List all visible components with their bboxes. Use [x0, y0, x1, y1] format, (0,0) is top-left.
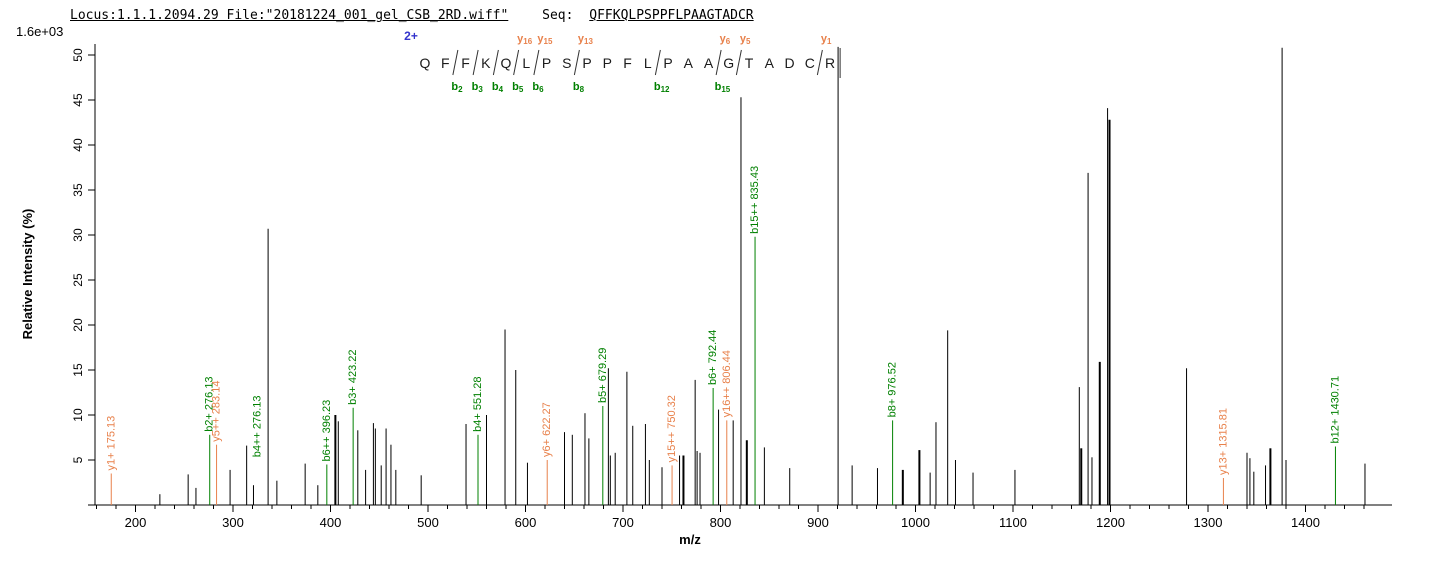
- peak-label: y6+ 622.27: [541, 402, 553, 457]
- peak-label: y13+ 1315.81: [1217, 408, 1229, 475]
- sequence-residue: F: [623, 55, 632, 71]
- y-tick-label: 15: [71, 363, 85, 377]
- y-ion-marker: y15: [537, 33, 553, 46]
- peak-label: y5++ 283.14: [211, 381, 223, 442]
- y-ion-marker: y13: [578, 33, 594, 46]
- sequence-residue: L: [644, 55, 652, 71]
- sequence-residue: G: [723, 55, 734, 71]
- header-bar: Locus:1.1.1.2094.29 File:"20181224_001_g…: [70, 8, 754, 23]
- y-axis: 5 10 15 20 25 30 35 40 45 50: [71, 44, 96, 506]
- x-axis-title: m/z: [679, 532, 701, 547]
- peak-label: b6++ 396.23: [321, 400, 333, 462]
- y-tick-label: 50: [71, 48, 85, 62]
- cleavage-mark: [472, 49, 479, 76]
- sequence-residue: Q: [501, 55, 512, 71]
- b-ion-marker: b4: [492, 81, 504, 94]
- sequence-residue: D: [784, 55, 794, 71]
- peak-label: y15++ 750.32: [666, 395, 678, 462]
- x-tick-label: 1100: [999, 515, 1027, 530]
- y-ion-marker: y5: [740, 33, 751, 46]
- cleavage-mark: [654, 49, 661, 76]
- peak-label: b3+ 423.22: [347, 349, 359, 404]
- sequence-residue: C: [805, 55, 815, 71]
- locus-file-link[interactable]: Locus:1.1.1.2094.29 File:"20181224_001_g…: [70, 8, 509, 23]
- seq-label: Seq:: [542, 8, 574, 23]
- sequence-residue: Q: [420, 55, 431, 71]
- b-ion-marker: b5: [512, 81, 524, 94]
- sequence-residue: S: [562, 55, 571, 71]
- x-tick-label: 500: [417, 515, 439, 530]
- peak-label: b8+ 976.52: [887, 362, 899, 417]
- sequence-annotation: 2+Q F F K Q L P S P P F L P A A G T A D C Rb2 b3 b4 b5 b6 b8 b12 b1…: [404, 29, 841, 94]
- b-ion-marker: b12: [654, 81, 670, 94]
- b-ion-marker: b2: [451, 81, 463, 94]
- precursor-charge-label: 2+: [404, 29, 418, 43]
- x-tick-label: 800: [710, 515, 732, 530]
- cleavage-mark: [816, 49, 823, 76]
- y-tick-label: 35: [71, 183, 85, 197]
- sequence-residue: A: [765, 55, 775, 71]
- y-tick-label: 25: [71, 273, 85, 287]
- x-tick-label: 1200: [1096, 515, 1125, 530]
- peak-label: b2+ 276.13: [204, 376, 216, 431]
- sequence-residue: P: [603, 55, 612, 71]
- peak-label: b12+ 1430.71: [1329, 376, 1341, 444]
- b-ion-marker: b8: [573, 81, 585, 94]
- peak-label: b4+ 551.28: [472, 376, 484, 431]
- y-tick-label: 10: [71, 408, 85, 422]
- sequence-residue: R: [825, 55, 835, 71]
- x-tick-label: 400: [320, 515, 342, 530]
- cleavage-mark: [533, 49, 540, 76]
- x-tick-label: 700: [612, 515, 634, 530]
- y-axis-title: Relative Intensity (%): [20, 208, 35, 340]
- y-tick-label: 40: [71, 138, 85, 152]
- sequence-residue: P: [542, 55, 551, 71]
- x-tick-label: 300: [222, 515, 244, 530]
- x-tick-label: 1300: [1194, 515, 1223, 530]
- peak-label: b5+ 679.29: [597, 348, 609, 403]
- cleavage-mark: [513, 49, 520, 76]
- sequence-residue: P: [663, 55, 672, 71]
- sequence-residue: L: [522, 55, 530, 71]
- sequence-residue: F: [461, 55, 470, 71]
- cleavage-mark: [735, 49, 742, 76]
- y-ion-marker: y6: [720, 33, 731, 46]
- cleavage-mark: [715, 49, 722, 76]
- peak-label: b15++ 835.43: [749, 166, 761, 234]
- cleavage-mark: [492, 49, 499, 76]
- y-tick-label: 20: [71, 318, 85, 332]
- peak-label: y1+ 175.13: [105, 416, 117, 471]
- max-intensity-label: 1.6e+03: [16, 24, 64, 39]
- y-ion-marker: y16: [517, 33, 533, 46]
- cleavage-mark: [573, 49, 580, 76]
- y-tick-label: 45: [71, 93, 85, 107]
- sequence-residue: K: [481, 55, 491, 71]
- x-tick-label: 1400: [1291, 515, 1320, 530]
- x-tick-label: 600: [515, 515, 537, 530]
- sequence-residue: P: [582, 55, 591, 71]
- y-tick-label: 5: [71, 456, 85, 463]
- b-ion-marker: b15: [715, 81, 731, 94]
- sequence-residue: A: [684, 55, 694, 71]
- peak-label: b4++ 276.13: [251, 396, 263, 458]
- sequence-residue: F: [441, 55, 450, 71]
- b-ion-marker: b6: [532, 81, 544, 94]
- x-tick-label: 900: [807, 515, 829, 530]
- x-tick-label: 200: [125, 515, 147, 530]
- y-tick-label: 30: [71, 228, 85, 242]
- peak-label: b6+ 792.44: [707, 330, 719, 385]
- sequence-residue: T: [745, 55, 754, 71]
- sequence-residue: A: [704, 55, 714, 71]
- cleavage-mark: [452, 49, 459, 76]
- x-tick-label: 1000: [901, 515, 930, 530]
- b-ion-marker: b3: [472, 81, 484, 94]
- y-ion-marker: y1: [821, 33, 832, 46]
- x-axis: 200 300 400 500 600 700 800 900 1000 1100 1200 1300…: [95, 504, 1392, 530]
- peak-label: y16++ 806.44: [721, 350, 733, 417]
- peptide-sequence-link[interactable]: QFFKQLPSPPFLPAAGTADCR: [589, 8, 754, 23]
